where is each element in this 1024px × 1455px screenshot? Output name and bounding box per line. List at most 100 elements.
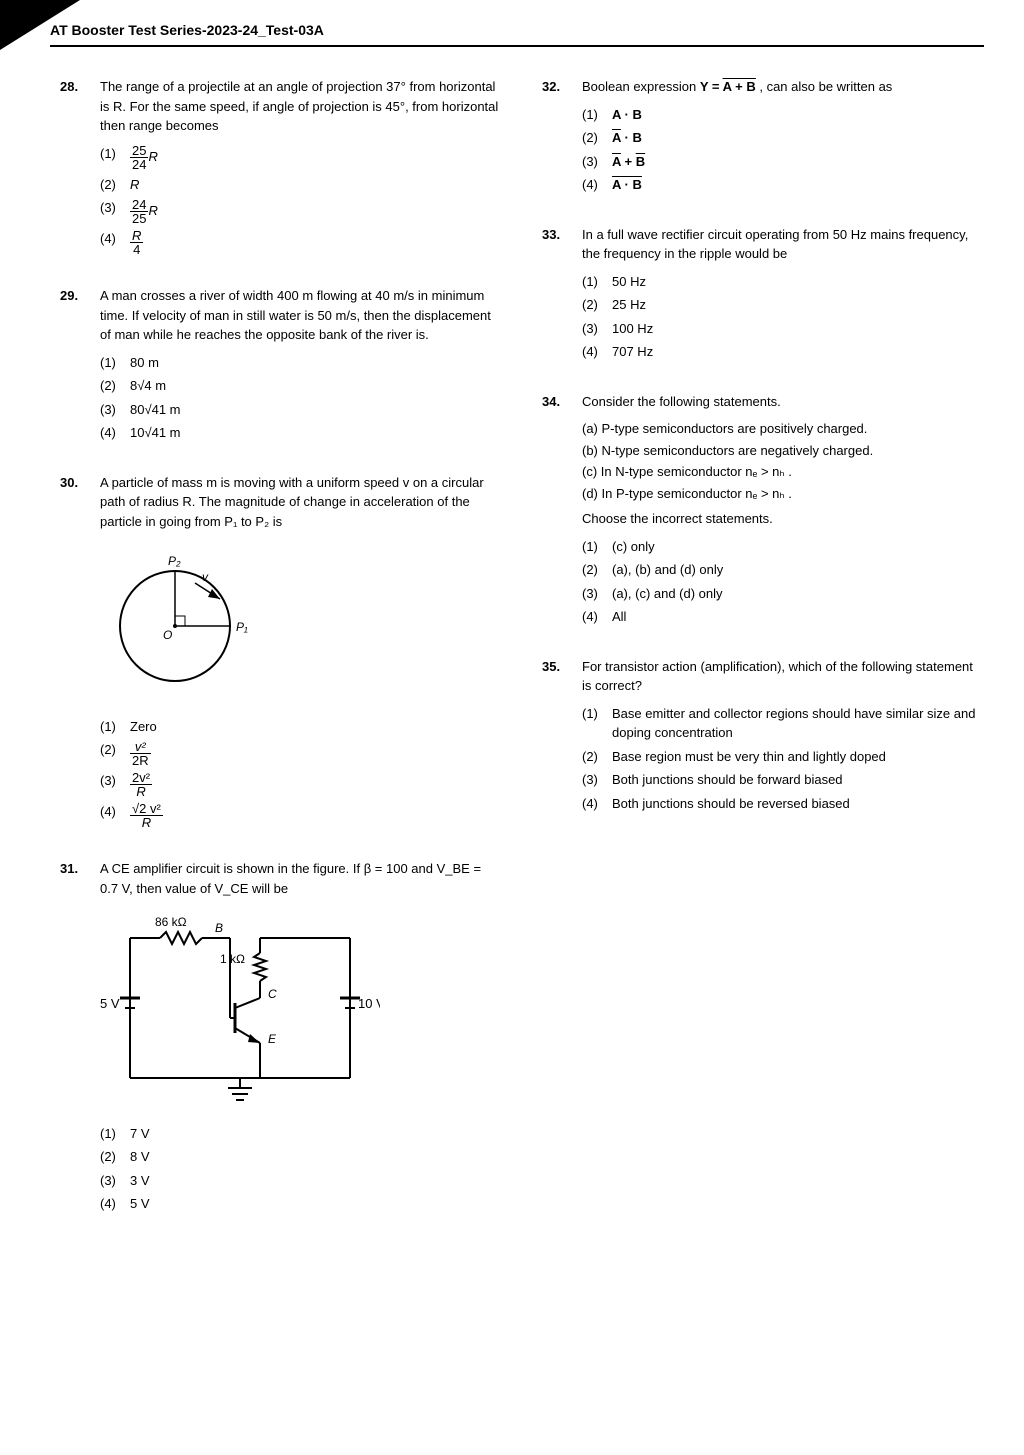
option-text: Base emitter and collector regions shoul… [612,704,984,743]
option-4: (4) 707 Hz [582,342,984,362]
option-label: (3) [582,319,606,339]
options: (1)7 V (2)8 V (3) 3 V (4)5 V [100,1124,502,1214]
option-4: (4) All [582,607,984,627]
option-label: (4) [100,802,124,829]
option-text: Zero [130,717,157,737]
option-text: Both junctions should be forward biased [612,770,843,790]
question-body: The range of a projectile at an angle of… [100,77,502,260]
question-33: 33. In a full wave rectifier circuit ope… [542,225,984,366]
option-text: 2v²R [130,771,152,798]
statement-b: (b) N-type semiconductors are negatively… [582,441,984,461]
option-label: (1) [582,704,606,743]
option-label: (3) [100,771,124,798]
question-text: The range of a projectile at an angle of… [100,77,502,136]
question-text: For transistor action (amplification), w… [582,657,984,696]
option-text: 3 V [130,1171,150,1191]
option-2: (2) R [100,175,502,195]
option-1: (1)Base emitter and collector regions sh… [582,704,984,743]
option-text: All [612,607,626,627]
option-text: R [130,175,139,195]
option-1: (1)7 V [100,1124,502,1144]
option-label: (2) [582,747,606,767]
question-text: In a full wave rectifier circuit operati… [582,225,984,264]
circuit-diagram: 5 V 86 kΩ B 1 kΩ C [100,908,502,1114]
question-35: 35. For transistor action (amplification… [542,657,984,818]
label-1k: 1 kΩ [220,952,245,966]
option-text: 707 Hz [612,342,653,362]
label-B: B [215,921,223,935]
option-2: (2)8√4 m [100,376,502,396]
option-text: (c) only [612,537,655,557]
question-number: 28. [60,77,88,260]
label-E: E [268,1032,277,1046]
label-5v: 5 V [100,996,120,1011]
option-text: 2524R [130,144,158,171]
option-text: Both junctions should be reversed biased [612,794,850,814]
option-text: (a), (b) and (d) only [612,560,723,580]
question-text: A CE amplifier circuit is shown in the f… [100,859,502,898]
option-text: 2425R [130,198,158,225]
question-30: 30. A particle of mass m is moving with … [60,473,502,834]
label-C: C [268,987,277,1001]
question-body: In a full wave rectifier circuit operati… [582,225,984,366]
option-label: (2) [100,175,124,195]
option-3: (3) 2425R [100,198,502,225]
option-text: 8 V [130,1147,150,1167]
question-text: A man crosses a river of width 400 m flo… [100,286,502,345]
option-label: (3) [100,1171,124,1191]
statement-d: (d) In P-type semiconductor nₑ > nₕ . [582,484,984,504]
option-text: 10√41 m [130,423,181,443]
option-label: (4) [100,1194,124,1214]
question-number: 34. [542,392,570,631]
options: (1) 2524R (2) R (3) 2425R (4) R4 [100,144,502,257]
question-number: 29. [60,286,88,447]
label-P1: P₁ [236,620,248,634]
question-28: 28. The range of a projectile at an angl… [60,77,502,260]
question-text: A particle of mass m is moving with a un… [100,473,502,532]
question-intro: Consider the following statements. [582,392,984,412]
text-suffix: , can also be written as [759,79,892,94]
question-number: 35. [542,657,570,818]
question-text: Boolean expression Y = A + B , can also … [582,77,984,97]
option-4: (4)A · B [582,175,984,195]
option-text: 25 Hz [612,295,646,315]
options: (1)Zero (2)v²2R (3)2v²R (4)√2 v²R [100,717,502,830]
option-label: (4) [582,607,606,627]
options: (1)80 m (2)8√4 m (3)80√41 m (4)10√41 m [100,353,502,443]
statement-a: (a) P-type semiconductors are positively… [582,419,984,439]
option-1: (1) 2524R [100,144,502,171]
choose-text: Choose the incorrect statements. [582,509,984,529]
question-32: 32. Boolean expression Y = A + B , can a… [542,77,984,199]
label-v: v [202,570,209,584]
question-body: Boolean expression Y = A + B , can also … [582,77,984,199]
option-3: (3)A + B [582,152,984,172]
left-column: 28. The range of a projectile at an angl… [60,77,502,1244]
option-label: (4) [582,794,606,814]
option-2: (2)8 V [100,1147,502,1167]
option-label: (4) [582,342,606,362]
option-4: (4)√2 v²R [100,802,502,829]
option-label: (4) [100,229,124,256]
statement-c: (c) In N-type semiconductor nₑ > nₕ . [582,462,984,482]
options: (1)Base emitter and collector regions sh… [582,704,984,814]
option-1: (1)80 m [100,353,502,373]
question-body: A man crosses a river of width 400 m flo… [100,286,502,447]
circle-diagram: O P₁ P₂ v [100,541,502,707]
option-4: (4)5 V [100,1194,502,1214]
option-2: (2)25 Hz [582,295,984,315]
option-text: 50 Hz [612,272,646,292]
question-number: 32. [542,77,570,199]
option-text: A · B [612,128,642,148]
question-body: For transistor action (amplification), w… [582,657,984,818]
options: (1)A · B (2)A · B (3)A + B (4)A · B [582,105,984,195]
option-label: (1) [100,717,124,737]
option-label: (2) [582,128,606,148]
option-1: (1) Zero [100,717,502,737]
question-body: A CE amplifier circuit is shown in the f… [100,859,502,1218]
option-text: Base region must be very thin and lightl… [612,747,886,767]
option-text: A · B [612,175,642,195]
option-label: (1) [100,144,124,171]
right-column: 32. Boolean expression Y = A + B , can a… [542,77,984,1244]
option-text: 80 m [130,353,159,373]
options: (1)50 Hz (2)25 Hz (3)100 Hz (4)707 Hz [582,272,984,362]
